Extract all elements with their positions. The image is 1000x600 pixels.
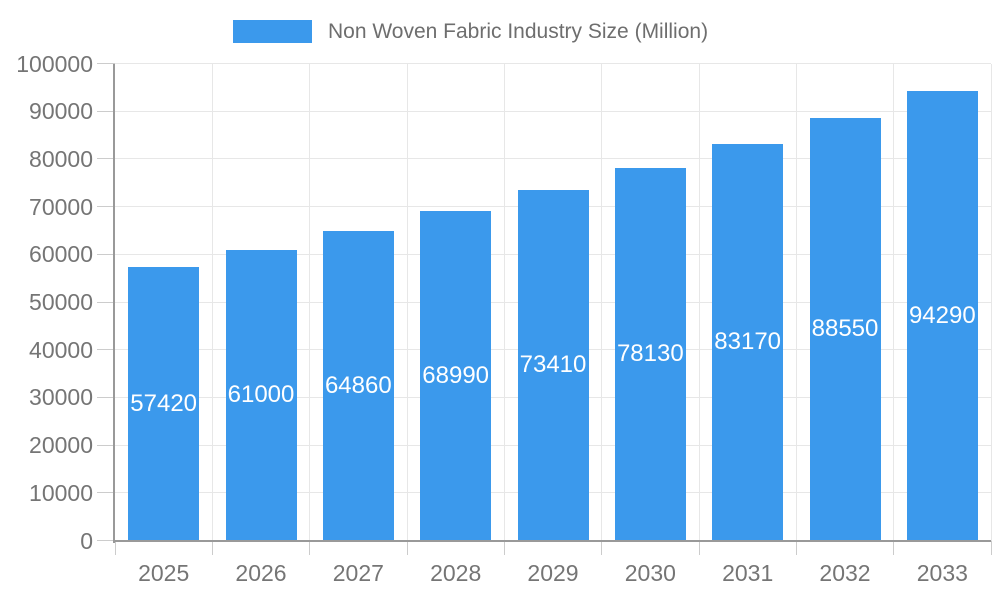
y-axis-label-70000: 70000 [29, 193, 93, 220]
bar-2033[interactable] [906, 90, 978, 541]
y-axis-label-50000: 50000 [29, 289, 93, 315]
y-axis-tick [97, 158, 115, 160]
bar-2027[interactable] [322, 231, 394, 541]
y-axis-tick [97, 301, 115, 303]
bar-2032[interactable] [809, 118, 881, 541]
x-axis-tick [893, 540, 895, 555]
y-axis-label-40000: 40000 [29, 336, 93, 363]
gridline-horizontal [115, 110, 991, 112]
y-axis-tick [97, 63, 115, 64]
bar-2030[interactable] [614, 167, 686, 541]
x-axis-tick [698, 540, 700, 555]
y-axis-label-100000: 100000 [16, 50, 93, 77]
gridline-vertical [503, 63, 505, 541]
x-axis-line [113, 539, 991, 542]
legend-label: Non Woven Fabric Industry Size (Million) [328, 20, 709, 43]
y-axis-tick [97, 253, 115, 255]
x-axis-label-2031: 2031 [722, 560, 774, 586]
y-axis-tick [97, 110, 115, 112]
bar-value-label-2025: 57420 [130, 389, 198, 417]
x-axis-label-2033: 2033 [916, 560, 968, 586]
y-axis-label-80000: 80000 [29, 145, 93, 172]
gridline-vertical [601, 63, 603, 541]
x-axis-label-2026: 2026 [235, 560, 287, 586]
x-axis-label-2028: 2028 [430, 560, 482, 586]
x-axis-tick [601, 540, 603, 555]
x-axis-tick [309, 540, 311, 555]
y-axis-line [113, 63, 115, 543]
x-axis-label-2025: 2025 [138, 560, 190, 586]
x-axis-tick [795, 540, 797, 555]
gridline-vertical [698, 63, 700, 541]
bar-value-label-2032: 88550 [811, 315, 879, 343]
gridline-vertical [406, 63, 408, 541]
y-axis-label-30000: 30000 [29, 384, 93, 411]
y-axis-tick [97, 349, 115, 351]
bar-value-label-2028: 68990 [422, 361, 490, 389]
x-axis-label-2029: 2029 [527, 560, 579, 586]
x-axis-tick [406, 540, 408, 555]
x-axis-tick [114, 540, 116, 555]
y-axis-label-0: 0 [80, 527, 93, 554]
bar-value-label-2033: 94290 [908, 301, 976, 329]
bar-2031[interactable] [712, 143, 784, 541]
bar-2025[interactable] [128, 266, 200, 541]
gridline-vertical [309, 63, 311, 541]
y-axis-label-20000: 20000 [29, 432, 93, 459]
x-axis-label-2032: 2032 [819, 560, 871, 586]
y-axis-tick [97, 444, 115, 446]
x-axis-tick [503, 540, 505, 555]
gridline-vertical [211, 63, 213, 541]
gridline-horizontal [115, 63, 991, 64]
bar-value-label-2031: 83170 [714, 328, 782, 356]
legend-swatch [233, 20, 312, 43]
bar-value-label-2026: 61000 [227, 381, 295, 408]
bar-2026[interactable] [225, 249, 297, 541]
y-axis-tick [97, 492, 115, 494]
gridline-vertical [893, 63, 895, 541]
bar-2029[interactable] [517, 190, 589, 541]
x-axis-tick [211, 540, 213, 555]
gridline-vertical [990, 63, 992, 541]
bar-value-label-2027: 64860 [324, 371, 392, 399]
x-axis-label-2030: 2030 [624, 560, 676, 586]
y-axis-tick [97, 206, 115, 208]
y-axis-tick [97, 396, 115, 398]
x-axis-tick [990, 540, 992, 555]
bar-2028[interactable] [420, 211, 492, 541]
y-axis-label-10000: 10000 [29, 479, 93, 506]
y-axis-label-60000: 60000 [29, 241, 93, 268]
x-axis-label-2027: 2027 [332, 560, 384, 586]
gridline-vertical [795, 63, 797, 541]
y-axis-label-90000: 90000 [29, 98, 93, 125]
bar-value-label-2030: 78130 [616, 340, 684, 368]
bar-value-label-2029: 73410 [519, 351, 587, 379]
y-axis-tick [97, 540, 115, 541]
gridline-horizontal [115, 158, 991, 160]
